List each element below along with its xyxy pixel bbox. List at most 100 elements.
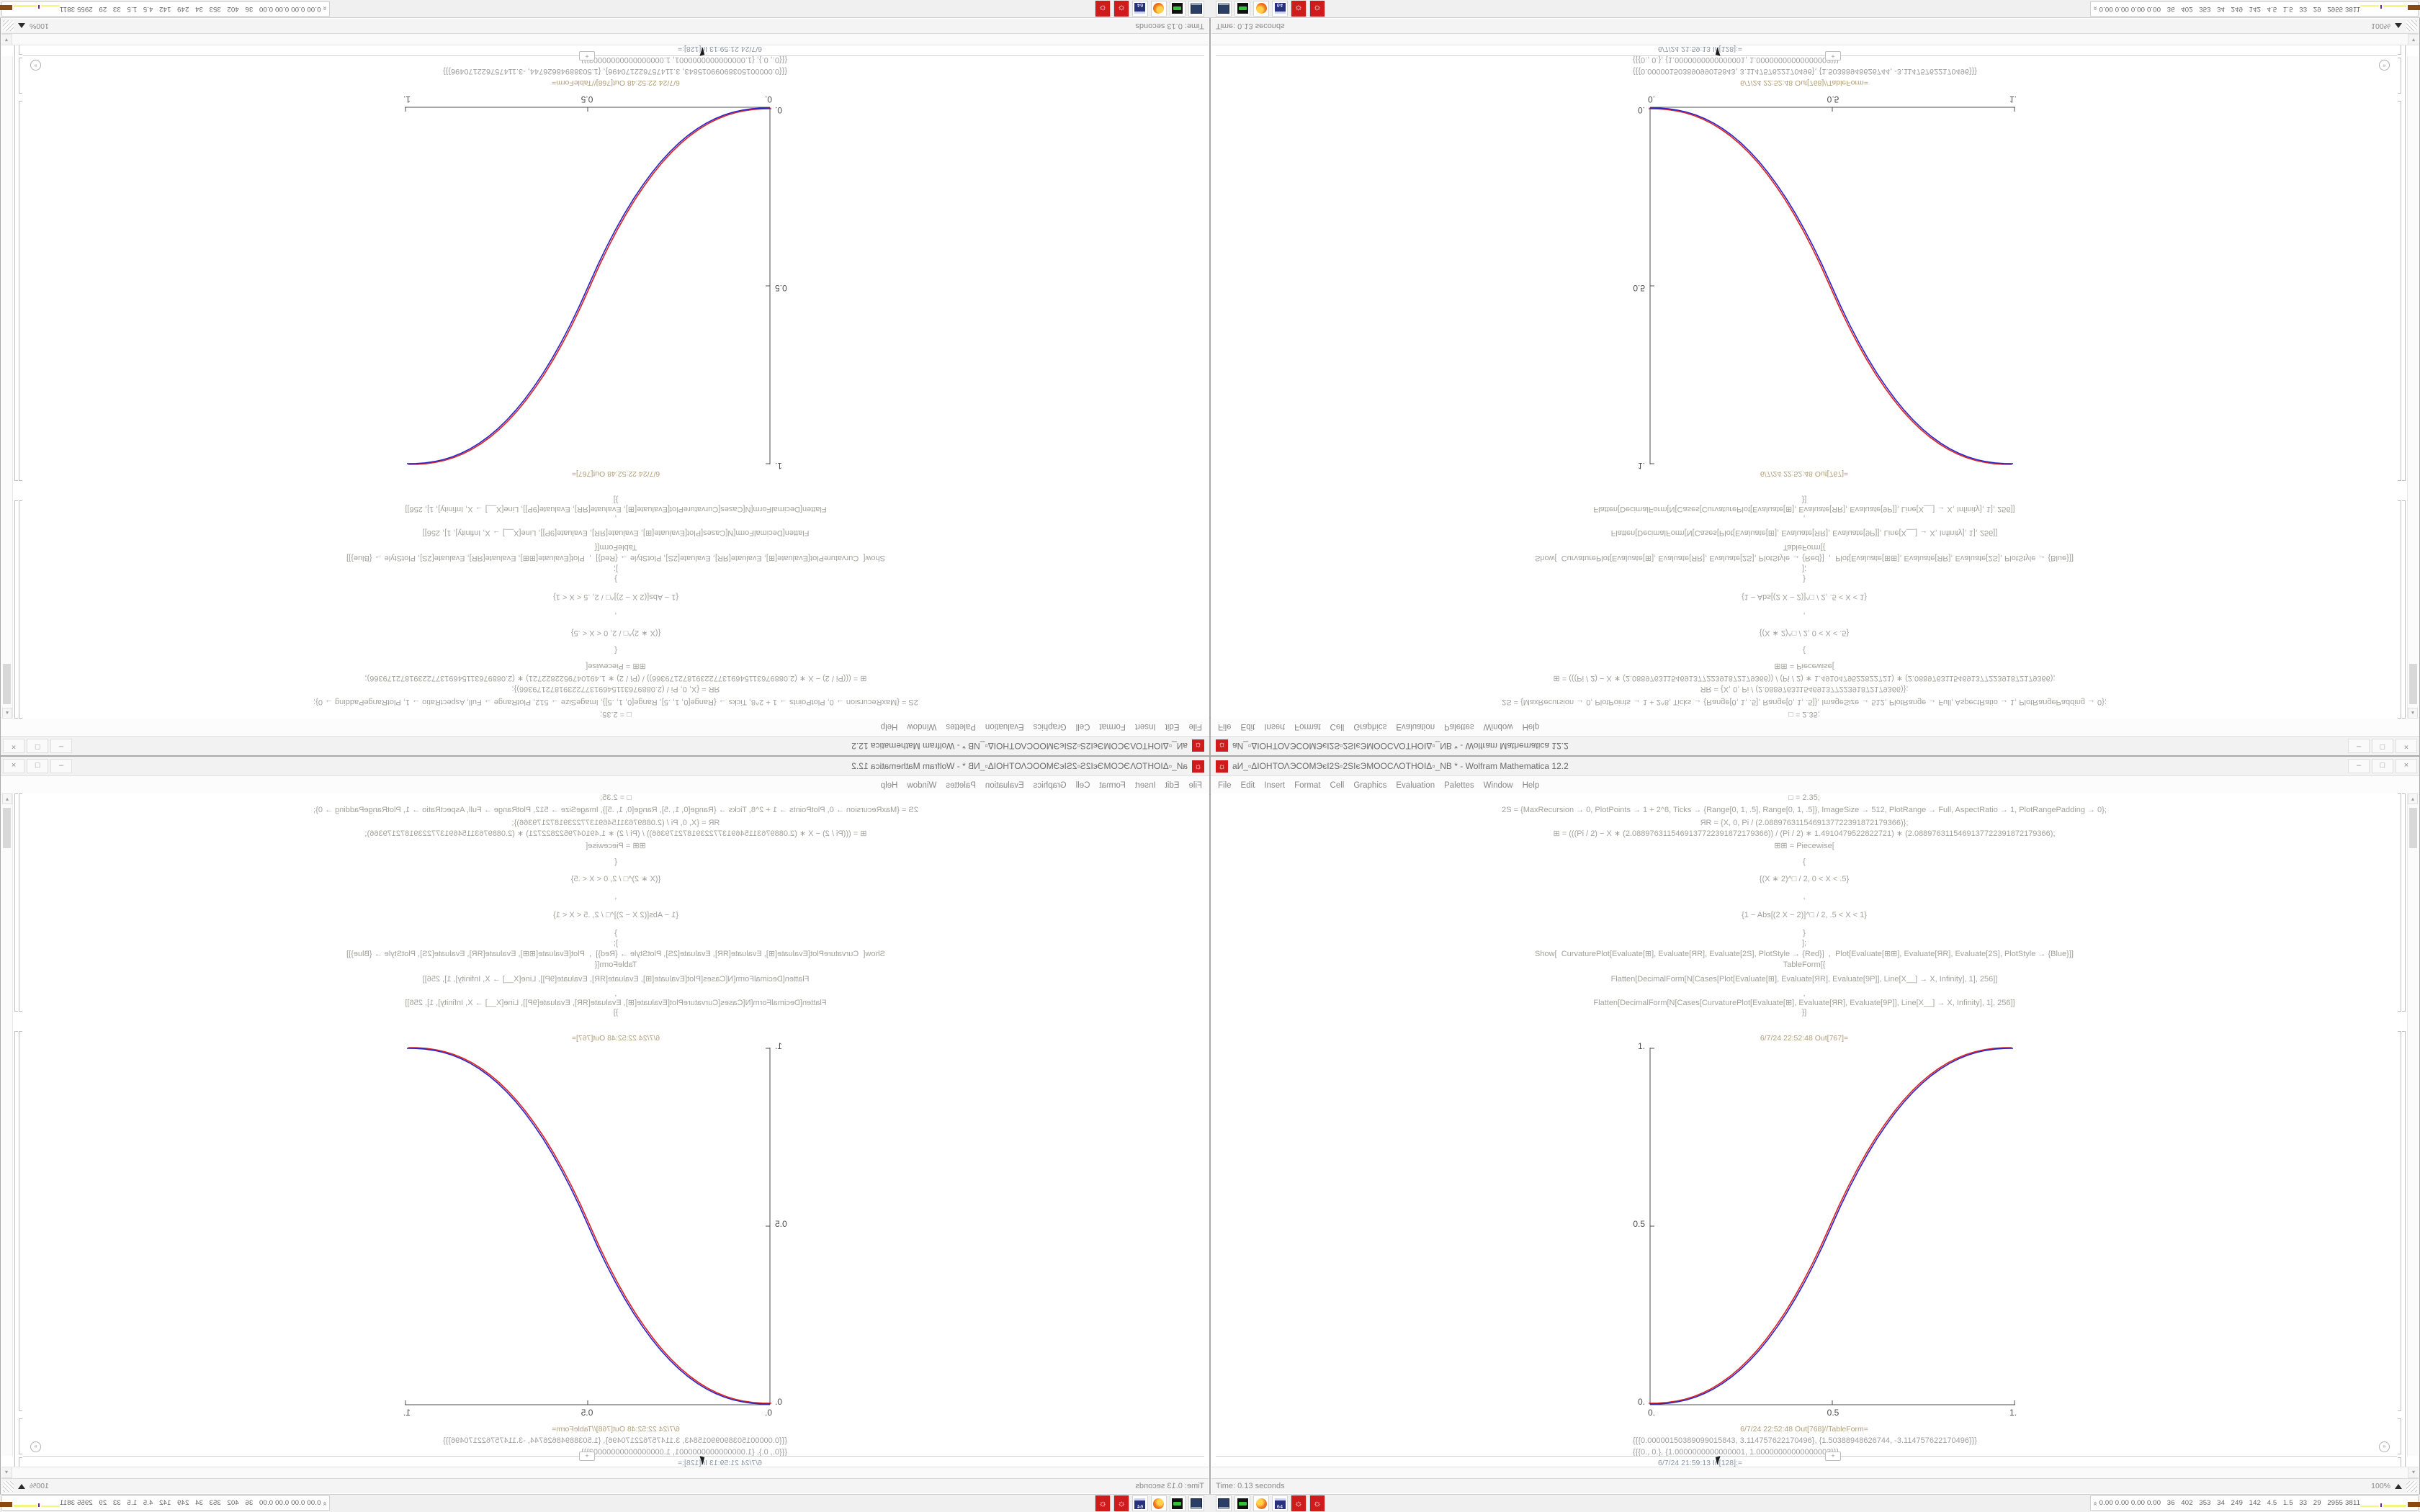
mathematica-taskbar-icon[interactable]: ☼ [1309, 1495, 1325, 1511]
cell-bracket[interactable] [19, 1418, 22, 1454]
insert-cell-plus-icon[interactable]: + [579, 51, 595, 60]
minimize-button[interactable]: – [2348, 739, 2370, 753]
code-line[interactable]: { [1803, 858, 1806, 866]
code-line[interactable]: □ = 2.35; [1788, 793, 1820, 802]
floppy-64-icon[interactable]: 64 [1272, 1, 1288, 17]
menu-window[interactable]: Window [1483, 780, 1513, 790]
floppy-64-icon[interactable]: 64 [1132, 1, 1148, 17]
menu-file[interactable]: File [1218, 780, 1232, 790]
code-line[interactable]: ]; [1801, 939, 1807, 948]
code-line[interactable]: {1 − Abs[(2 X − 2)]^□ / 2, .5 < X < 1} [1742, 593, 1867, 601]
maximize-button[interactable]: □ [27, 739, 48, 753]
system-monitor-icon[interactable] [1188, 1495, 1204, 1511]
resize-grip[interactable] [3, 1480, 14, 1492]
menu-insert[interactable]: Insert [1264, 780, 1286, 790]
code-line[interactable]: ⊞⊞ = Piecewise[ [1774, 662, 1834, 670]
menu-window[interactable]: Window [1483, 722, 1513, 732]
menu-cell[interactable]: Cell [1330, 780, 1345, 790]
code-line[interactable]: } [614, 929, 617, 937]
input-cell[interactable]: □ = 2.35; 2S = {MaxRecursion → 0, PlotPo… [23, 495, 1209, 719]
insert-cell-plus-icon[interactable]: + [1825, 51, 1841, 60]
code-line[interactable]: , [614, 892, 617, 901]
cell-bracket[interactable] [14, 500, 18, 719]
code-line[interactable]: }] [1801, 495, 1807, 504]
close-button[interactable]: × [3, 739, 24, 753]
cell-bracket[interactable] [19, 45, 22, 55]
code-line[interactable]: {(X ∗ 2)^□ / 2, 0 < X < .5} [570, 875, 661, 883]
maximize-button[interactable]: □ [2372, 739, 2393, 753]
cell-bracket[interactable] [19, 500, 22, 719]
code-line[interactable]: Flatten[DecimalForm[N[Cases[Plot[Evaluat… [422, 975, 810, 984]
code-line[interactable]: Flatten[DecimalForm[N[Cases[Plot[Evaluat… [422, 528, 810, 537]
minimize-button[interactable]: – [50, 739, 72, 753]
menu-evaluation[interactable]: Evaluation [985, 780, 1024, 790]
cell-insert-line[interactable]: + [1216, 51, 2397, 60]
cell-insert-line[interactable]: + [23, 51, 1204, 60]
code-line[interactable]: ⊞ = (((Pi / 2) − X ∗ (2.0889763115469137… [364, 674, 867, 683]
horizontal-scrollbar[interactable]: ▾ [1, 33, 1209, 45]
menu-palettes[interactable]: Palettes [946, 780, 976, 790]
elision-icon[interactable]: » [2379, 1441, 2390, 1452]
scroll-up-icon[interactable]: ▴ [2408, 793, 2418, 804]
in-128-label[interactable]: 6/7/24 21:59:13 In[128]:= [1658, 45, 1743, 53]
zoom-popup-icon[interactable] [18, 23, 25, 29]
zoom-level[interactable]: 100% [30, 1482, 49, 1490]
resize-grip[interactable] [2406, 1480, 2417, 1492]
disk-utility-icon[interactable] [1170, 1495, 1186, 1511]
scrollbar-thumb[interactable] [3, 808, 11, 848]
scroll-down-icon[interactable]: ▾ [2408, 34, 2419, 45]
mathematica-taskbar-icon[interactable]: ☼ [1113, 1495, 1129, 1511]
system-monitor-widget[interactable]: « 0.00 0.00 0.00 0.00 36 402 353 34 249 … [0, 1, 330, 17]
code-line[interactable]: {1 − Abs[(2 X − 2)]^□ / 2, .5 < X < 1} [553, 911, 678, 919]
code-line[interactable]: Flatten[DecimalForm[N[Cases[CurvaturePlo… [405, 999, 827, 1007]
cell-bracket[interactable] [2398, 1418, 2401, 1454]
mathematica-taskbar-icon[interactable]: ☼ [1309, 1, 1325, 17]
code-line[interactable]: 2S = {MaxRecursion → 0, PlotPoints → 1 +… [313, 698, 918, 706]
code-line[interactable]: Show[ CurvaturePlot[Evaluate[⊞], Evaluat… [1535, 554, 2074, 562]
close-button[interactable]: × [2396, 759, 2417, 773]
cell-group-bracket[interactable] [14, 45, 18, 481]
titlebar[interactable]: ☼ аИ_▫ΔΙΟΗΤΟΛЭСΟΜЭєΙ2S▫2SΙєЭΜΟΟСΛΟΤΗΟΙΔ▫… [1, 757, 1209, 776]
input-cell[interactable]: □ = 2.35; 2S = {MaxRecursion → 0, PlotPo… [23, 793, 1209, 1017]
code-line[interactable]: □ = 2.35; [1788, 710, 1820, 719]
scroll-down-icon[interactable]: ▾ [1, 1467, 12, 1478]
cell-bracket[interactable] [2398, 1457, 2401, 1467]
menu-edit[interactable]: Edit [1165, 722, 1180, 732]
zoom-level[interactable]: 100% [2371, 22, 2390, 30]
code-line[interactable]: Show[ CurvaturePlot[Evaluate[⊞], Evaluat… [346, 950, 885, 958]
menu-palettes[interactable]: Palettes [1444, 722, 1474, 732]
close-button[interactable]: × [2396, 739, 2417, 753]
code-line[interactable]: ⊞⊞ = Piecewise[ [1774, 842, 1834, 850]
code-line[interactable]: , [1803, 989, 1806, 998]
cell-insert-line[interactable]: + [23, 1452, 1204, 1461]
maximize-button[interactable]: □ [27, 759, 48, 773]
floppy-64-icon[interactable]: 64 [1132, 1495, 1148, 1511]
menu-edit[interactable]: Edit [1240, 780, 1255, 790]
zoom-popup-icon[interactable] [2395, 1483, 2402, 1489]
code-line[interactable]: Flatten[DecimalForm[N[Cases[CurvaturePlo… [405, 505, 827, 513]
cell-bracket[interactable] [2398, 58, 2401, 94]
elision-icon[interactable]: » [2379, 60, 2390, 71]
titlebar[interactable]: ☼ аИ_▫ΔΙΟΗΤΟΛЭСΟΜЭєΙ2S▫2SΙєЭΜΟΟСΛΟΤΗΟΙΔ▫… [1211, 736, 2419, 755]
menu-insert[interactable]: Insert [1264, 722, 1286, 732]
code-line[interactable]: Flatten[DecimalForm[N[Cases[CurvaturePlo… [1593, 505, 2015, 513]
horizontal-scrollbar[interactable]: ▾ [1, 1467, 1209, 1479]
system-monitor-widget[interactable]: « 0.00 0.00 0.00 0.00 36 402 353 34 249 … [0, 1495, 330, 1511]
magnification-control[interactable]: 100% [2371, 20, 2419, 32]
scroll-up-icon[interactable]: ▴ [2408, 708, 2418, 719]
code-line[interactable]: } [1803, 575, 1806, 583]
scroll-down-icon[interactable]: ▾ [2408, 1467, 2419, 1478]
horizontal-scrollbar[interactable]: ▾ [1211, 1467, 2419, 1479]
code-line[interactable]: ]; [613, 564, 619, 573]
code-line[interactable]: ⊞ = (((Pi / 2) − X ∗ (2.0889763115469137… [1553, 674, 2056, 683]
cell-group-bracket[interactable] [14, 1031, 18, 1467]
code-line[interactable]: ЯR = {X, 0, Pi / (2.08897631154691377223… [1700, 819, 1909, 827]
code-line[interactable]: {(X ∗ 2)^□ / 2, 0 < X < .5} [1759, 875, 1850, 883]
insert-cell-plus-icon[interactable]: + [579, 1452, 595, 1461]
menu-window[interactable]: Window [907, 722, 937, 732]
code-line[interactable]: } [614, 575, 617, 583]
close-button[interactable]: × [3, 759, 24, 773]
vertical-scrollbar[interactable]: ▴ [1, 793, 13, 1456]
mathematica-taskbar-icon[interactable]: ☼ [1095, 1495, 1111, 1511]
menu-help[interactable]: Help [1522, 780, 1540, 790]
